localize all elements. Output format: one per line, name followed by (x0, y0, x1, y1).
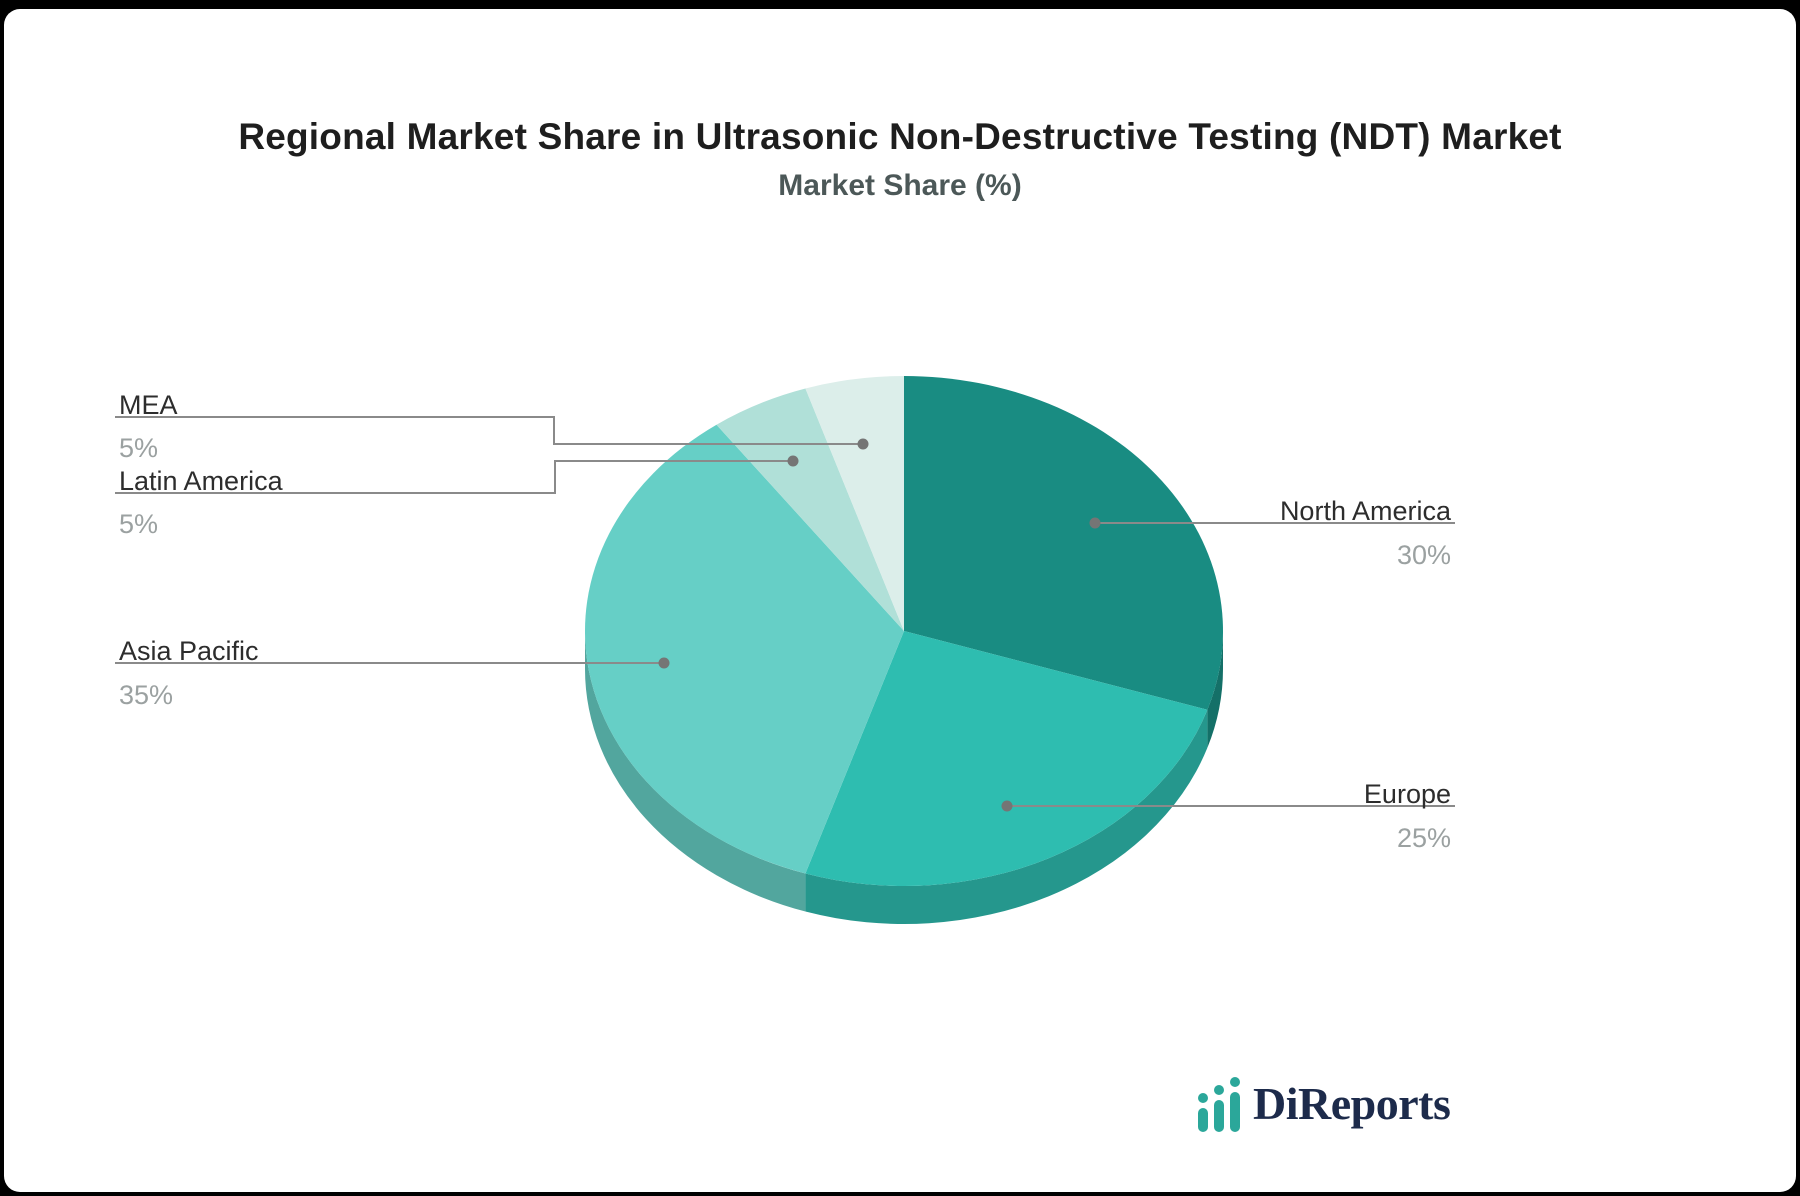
callout-label-north-america: North America (1279, 496, 1451, 526)
logo-dot (1198, 1093, 1208, 1103)
callout-value-north-america: 30% (1396, 540, 1451, 570)
pie-slice-north-america (904, 376, 1223, 710)
direports-logo: DiReports (1197, 1075, 1451, 1133)
leader-dot-mea (857, 438, 869, 450)
callout-label-mea: MEA (119, 390, 178, 420)
chart-subtitle: Market Share (%) (778, 169, 1022, 202)
leader-line-mea (115, 416, 863, 445)
callout-value-latin-america: 5% (119, 509, 159, 539)
logo-bar (1198, 1108, 1208, 1132)
callout-value-europe: 25% (1396, 823, 1451, 853)
leader-dot-europe (1001, 800, 1013, 812)
pie-side-europe (805, 709, 1208, 924)
callout-label-europe: Europe (1363, 779, 1451, 809)
bar-chart-logo-icon (1198, 1077, 1240, 1132)
logo-dot (1230, 1077, 1240, 1087)
callout-label-asia-pacific: Asia Pacific (119, 636, 259, 666)
leader-dot-asia-pacific (658, 657, 670, 669)
leader-dot-north-america (1089, 517, 1101, 529)
pie-slice-mea (805, 376, 904, 631)
pie-slice-asia-pacific (585, 424, 904, 874)
chart-card: Regional Market Share in Ultrasonic Non-… (4, 9, 1796, 1192)
pie-slice-latin-america (716, 388, 904, 631)
leader-line-latin-america (115, 460, 793, 494)
logo-bar (1230, 1092, 1240, 1132)
chart-title: Regional Market Share in Ultrasonic Non-… (238, 116, 1562, 157)
leader-dot-latin-america (787, 455, 799, 467)
callout-label-latin-america: Latin America (119, 466, 283, 496)
pie-slice-europe (805, 631, 1208, 886)
pie-side-north-america (1207, 631, 1223, 748)
callout-value-asia-pacific: 35% (119, 680, 174, 710)
logo-text: DiReports (1253, 1078, 1451, 1129)
pie-side-asia-pacific (585, 631, 806, 912)
logo-dot (1214, 1085, 1224, 1095)
logo-bar (1214, 1100, 1224, 1132)
callout-value-mea: 5% (119, 433, 159, 463)
pie-chart (115, 376, 1455, 924)
